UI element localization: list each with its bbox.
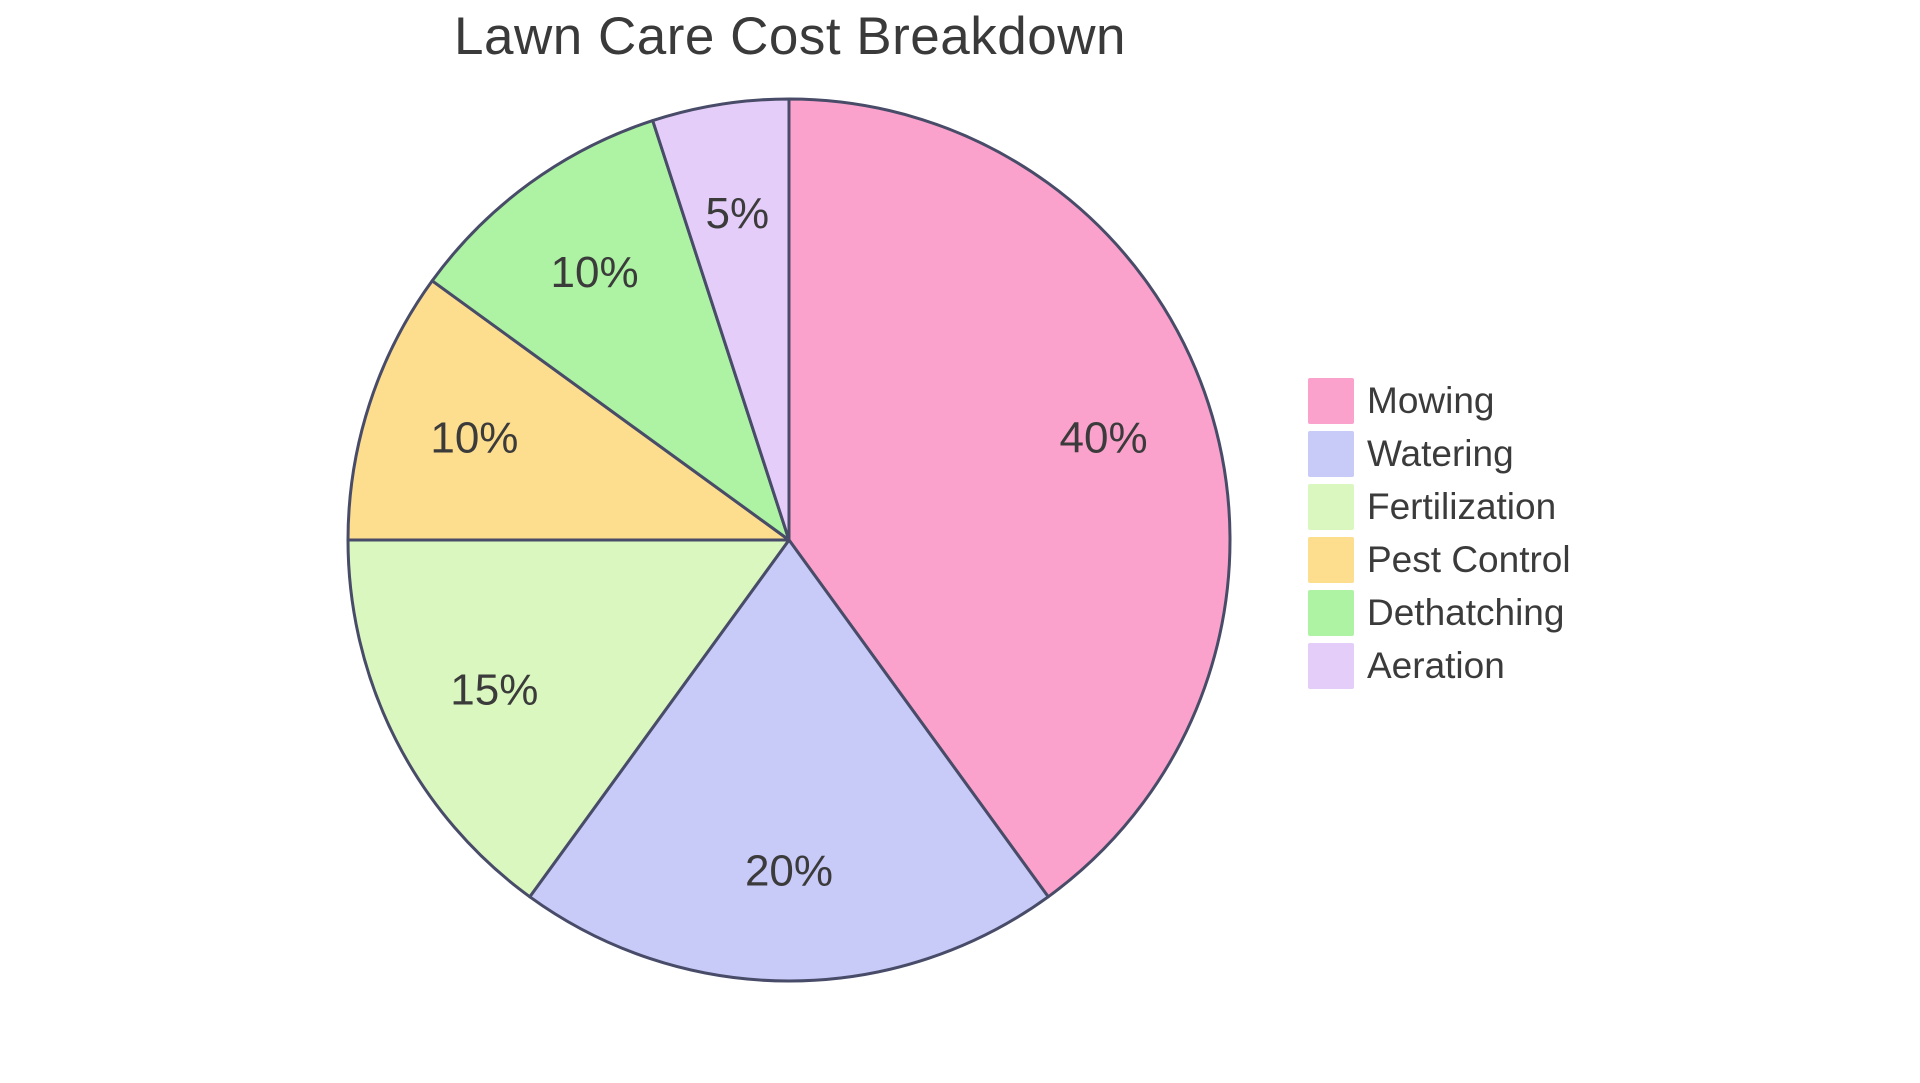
legend-swatch — [1308, 537, 1354, 583]
slice-percent-label: 5% — [706, 189, 770, 238]
slice-percent-label: 10% — [551, 248, 639, 297]
legend-item: Dethatching — [1308, 590, 1571, 636]
pie-slice-dethatching — [430, 119, 791, 542]
slice-percent-label: 10% — [430, 413, 518, 462]
pie-slice-fertilization — [346, 538, 791, 899]
legend-item: Mowing — [1308, 378, 1571, 424]
pie-slice-aeration — [651, 97, 791, 542]
legend-label: Dethatching — [1367, 592, 1565, 633]
legend-label: Watering — [1367, 433, 1514, 474]
slice-percent-label: 15% — [450, 666, 538, 715]
legend-label: Pest Control — [1367, 539, 1571, 580]
legend-item: Watering — [1308, 431, 1571, 477]
legend-swatch — [1308, 590, 1354, 636]
legend: Mowing Watering Fertilization Pest Control D… — [1308, 378, 1571, 689]
legend-swatch — [1308, 643, 1354, 689]
pie-slice-mowing — [787, 97, 1232, 899]
legend-item: Pest Control — [1308, 537, 1571, 583]
legend-label: Mowing — [1367, 380, 1495, 421]
legend-swatch — [1308, 484, 1354, 530]
legend-swatch — [1308, 378, 1354, 424]
legend-item: Fertilization — [1308, 484, 1571, 530]
slice-percent-label: 40% — [1060, 413, 1148, 462]
legend-label: Aeration — [1367, 645, 1505, 686]
legend-swatch — [1308, 431, 1354, 477]
chart-title: Lawn Care Cost Breakdown — [454, 7, 1126, 66]
legend-item: Aeration — [1308, 643, 1571, 689]
slice-percent-label: 20% — [745, 846, 833, 895]
legend-label: Fertilization — [1367, 486, 1557, 527]
pie-slice-pest-control — [346, 279, 791, 542]
pie-slice-watering — [528, 538, 1050, 983]
